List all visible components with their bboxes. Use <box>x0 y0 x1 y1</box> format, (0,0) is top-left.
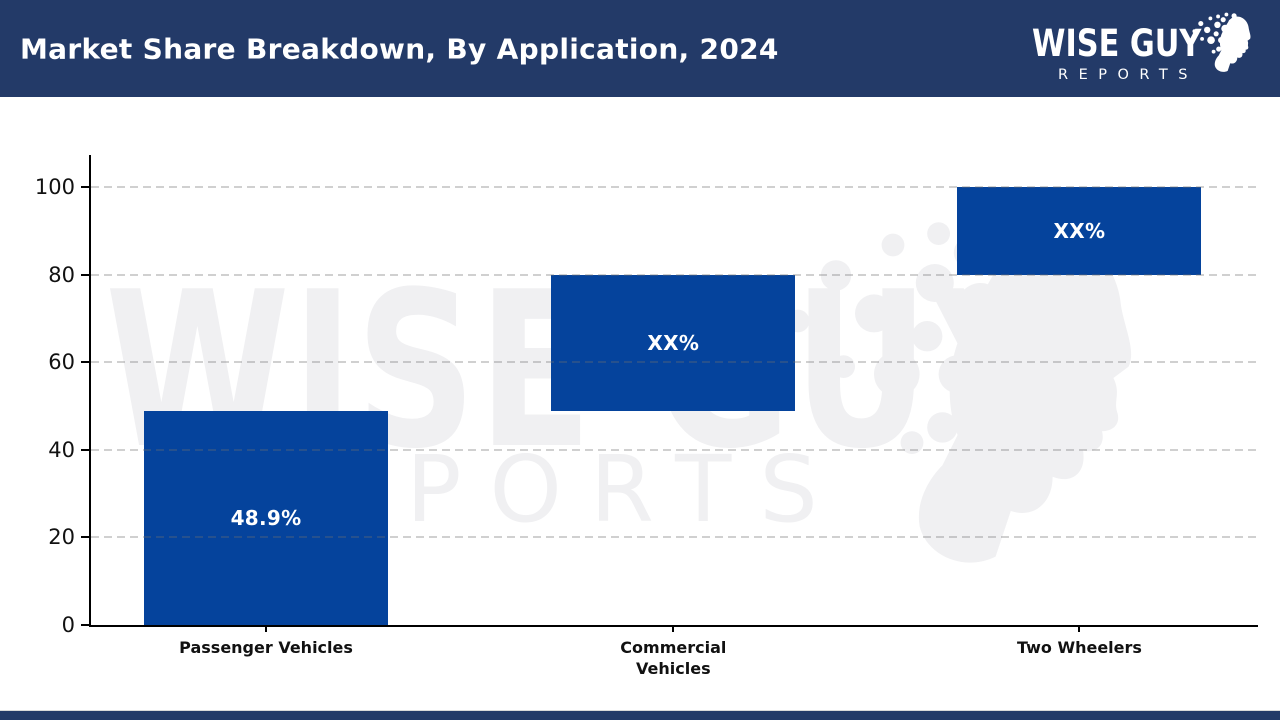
gridline <box>91 361 1258 364</box>
y-tick <box>81 361 89 364</box>
y-tick <box>81 448 89 451</box>
plot-area: 0 20 40 60 80 100 48.9% Passenger Vehicles XX% Co… <box>35 155 1258 678</box>
footer-bar <box>0 710 1280 720</box>
y-tick <box>81 185 89 188</box>
x-tick <box>672 625 675 632</box>
y-tick-label: 20 <box>48 525 75 550</box>
gridline <box>91 536 1258 539</box>
wise-guy-reports-logo: WISE GUY REPORTS <box>1032 12 1251 83</box>
gridline <box>91 448 1258 451</box>
y-tick-label: 40 <box>48 437 75 462</box>
x-tick <box>1078 625 1081 632</box>
gridline <box>91 185 1258 188</box>
y-tick <box>81 536 89 539</box>
y-tick <box>81 273 89 276</box>
logo-subtext: REPORTS <box>1058 67 1198 83</box>
header-bar: Market Share Breakdown, By Application, … <box>0 0 1280 97</box>
logo-wordmark: WISE GUY <box>1032 22 1202 65</box>
logo-face-icon <box>1192 12 1251 72</box>
bar-value-label: XX% <box>647 330 700 355</box>
bar-value-label: XX% <box>1053 218 1106 243</box>
x-tick <box>265 625 268 632</box>
x-tick-label: Passenger Vehicles <box>179 638 353 657</box>
y-tick <box>81 624 89 626</box>
x-tick-label: Two Wheelers <box>1016 638 1142 657</box>
x-tick-label: Commercial Vehicles <box>620 638 727 678</box>
y-tick-label: 60 <box>48 350 75 375</box>
chart-title: Market Share Breakdown, By Application, … <box>20 32 779 65</box>
y-tick-label: 80 <box>48 262 75 287</box>
bar-segment: XX% <box>551 274 796 411</box>
bar-segment: 48.9% <box>144 410 388 625</box>
y-tick-label: 100 <box>34 174 75 199</box>
y-tick-label: 0 <box>61 613 75 637</box>
gridline <box>91 273 1258 276</box>
bar-segment: XX% <box>957 186 1202 275</box>
bar-value-label: 48.9% <box>230 505 302 530</box>
